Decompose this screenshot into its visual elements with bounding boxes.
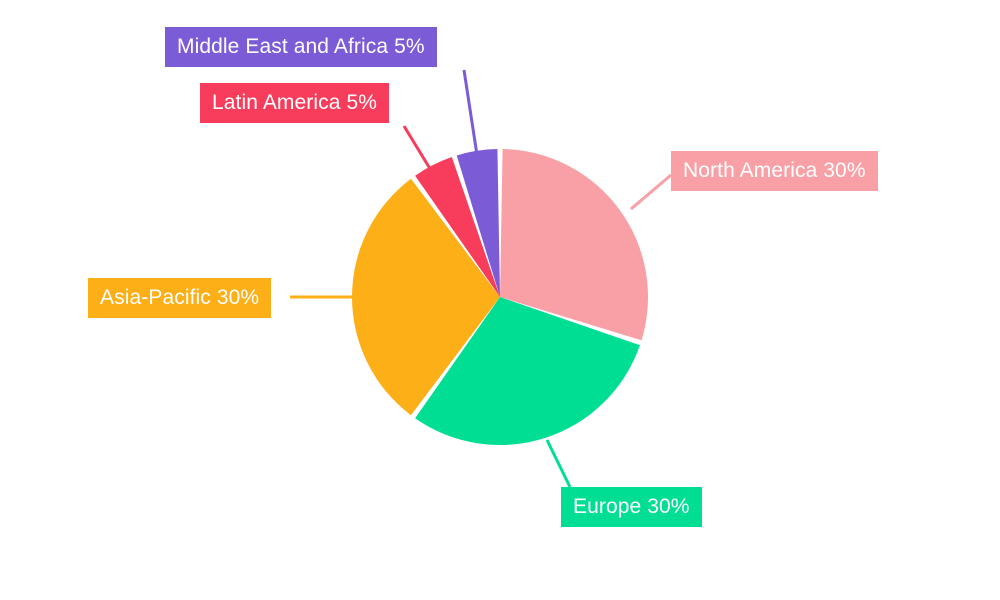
pie-label-latin-america[interactable]: Latin America 5% <box>200 83 390 123</box>
pie-slice-middle-east-and-africa[interactable] <box>456 149 500 297</box>
pie-slices <box>351 149 648 445</box>
leader-line-middle-east-and-africa <box>462 69 479 156</box>
pie-slice-europe[interactable] <box>415 297 640 445</box>
pie-slice-north-america[interactable] <box>500 149 648 341</box>
pie-slice-asia-pacific[interactable] <box>351 178 500 416</box>
pie-label-europe[interactable]: Europe 30% <box>561 487 702 527</box>
leader-line-latin-america <box>402 125 434 173</box>
pie-label-north-america[interactable]: North America 30% <box>671 151 878 191</box>
pie-slice-latin-america[interactable] <box>415 157 500 297</box>
pie-label-middle-east-and-africa[interactable]: Middle East and Africa 5% <box>165 27 437 67</box>
leader-line-north-america <box>630 173 672 211</box>
pie-label-asia-pacific[interactable]: Asia-Pacific 30% <box>88 278 272 318</box>
pie-leader-lines <box>290 69 672 488</box>
leader-line-europe <box>545 439 572 488</box>
